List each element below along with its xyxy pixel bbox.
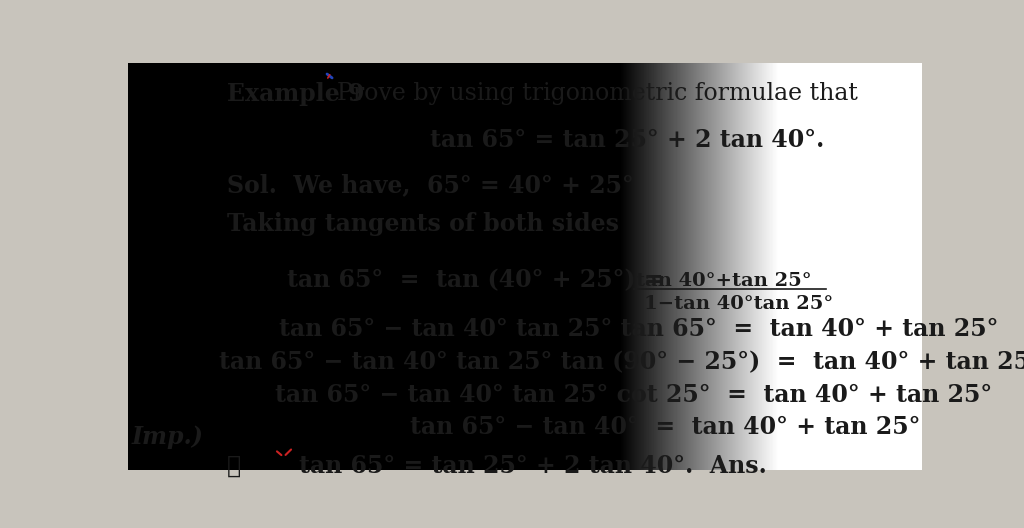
Text: tan 65°  =  tan (40° + 25°) =: tan 65° = tan (40° + 25°) = — [287, 269, 664, 293]
Text: Example 9: Example 9 — [227, 82, 365, 106]
Text: tan 65° = tan 25° + 2 tan 40°.: tan 65° = tan 25° + 2 tan 40°. — [430, 128, 824, 153]
Text: Taking tangents of both sides: Taking tangents of both sides — [227, 212, 620, 236]
Text: 1−tan 40°tan 25°: 1−tan 40°tan 25° — [644, 295, 834, 313]
Text: tan 65° − tan 40° tan 25° cot 25°  =  tan 40° + tan 25°: tan 65° − tan 40° tan 25° cot 25° = tan … — [274, 382, 992, 407]
Text: tan 65° = tan 25° + 2 tan 40°.  Ans.: tan 65° = tan 25° + 2 tan 40°. Ans. — [299, 454, 766, 478]
Text: tan 65° − tan 40° tan 25° tan (90° − 25°)  =  tan 40° + tan 25°: tan 65° − tan 40° tan 25° tan (90° − 25°… — [219, 350, 1024, 374]
Text: tan 40°+tan 25°: tan 40°+tan 25° — [636, 271, 812, 289]
Text: tan 65° − tan 40° tan 25° tan 65°  =  tan 40° + tan 25°: tan 65° − tan 40° tan 25° tan 65° = tan … — [279, 317, 998, 342]
Text: Prove by using trigonometric formulae that: Prove by using trigonometric formulae th… — [337, 82, 857, 105]
Text: tan 65° − tan 40°  =  tan 40° + tan 25°: tan 65° − tan 40° = tan 40° + tan 25° — [410, 415, 921, 439]
Text: Imp.): Imp.) — [132, 425, 204, 449]
Text: Sol.  We have,  65° = 40° + 25°: Sol. We have, 65° = 40° + 25° — [227, 173, 634, 197]
Text: ∴: ∴ — [227, 454, 242, 478]
